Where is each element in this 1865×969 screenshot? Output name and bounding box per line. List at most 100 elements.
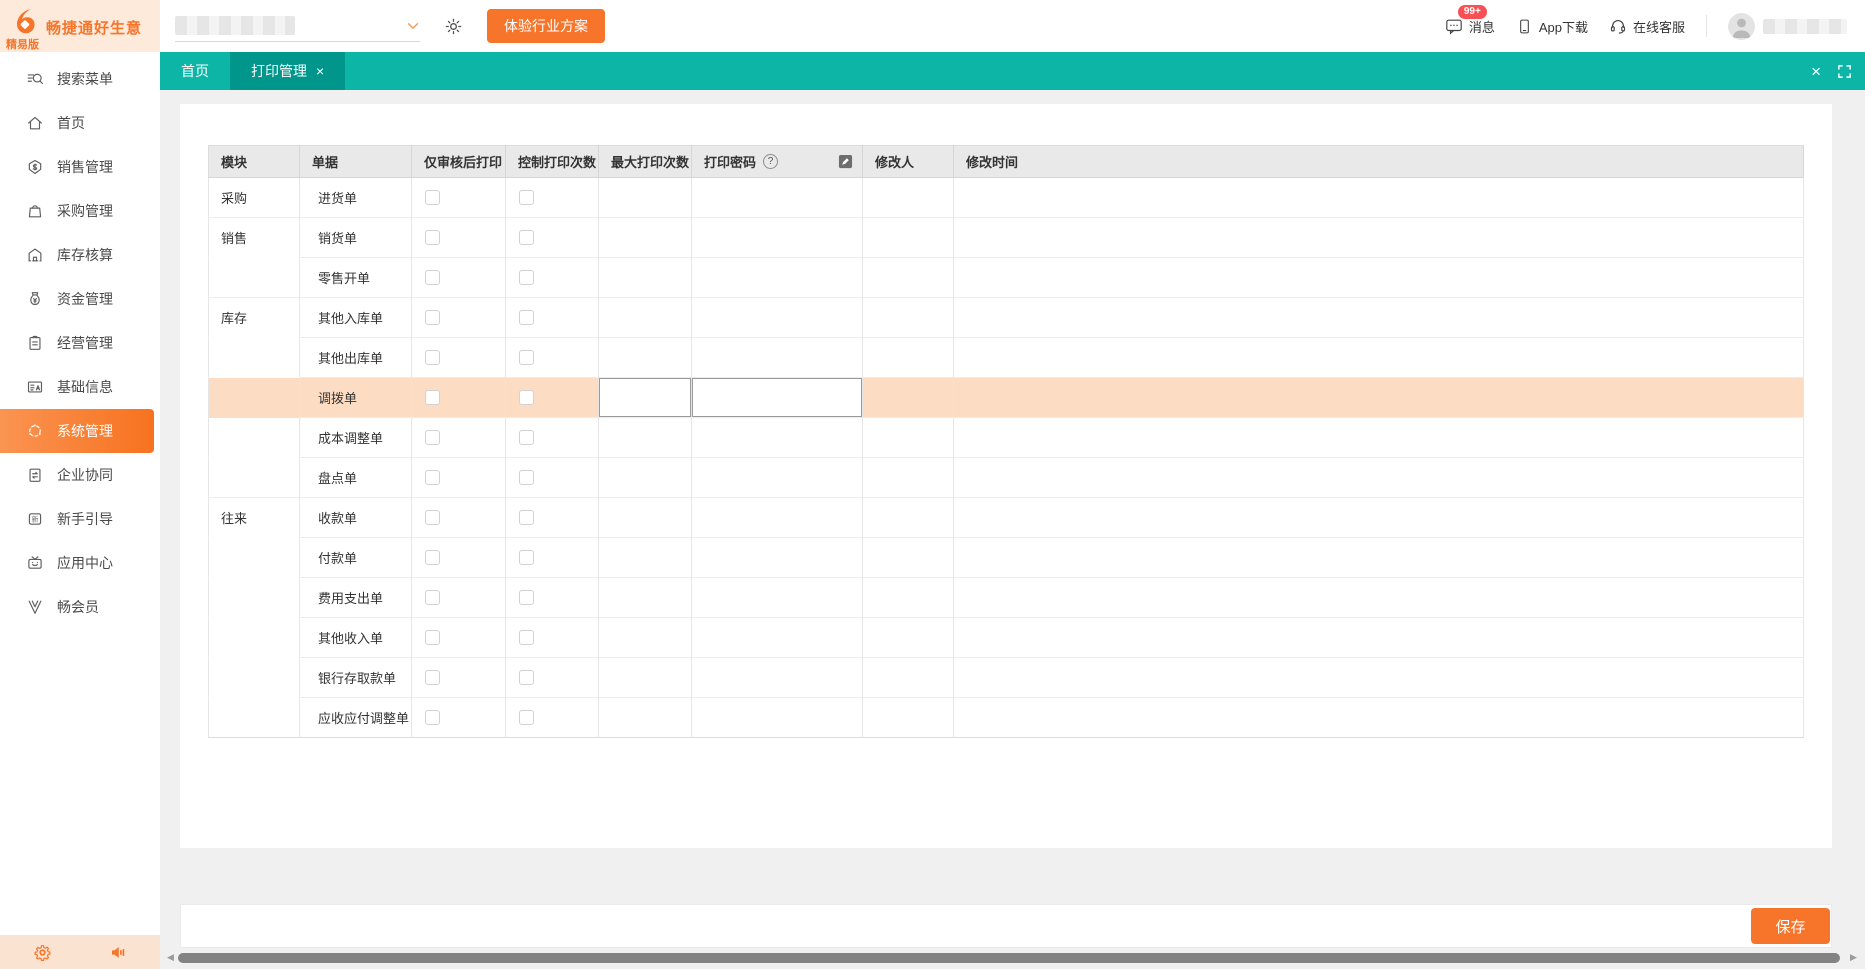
checkbox[interactable] xyxy=(519,590,534,605)
modified-time-cell xyxy=(954,658,1804,698)
checkbox[interactable] xyxy=(425,590,440,605)
audio-speaker-icon[interactable] xyxy=(109,944,126,961)
max-print-count-cell xyxy=(599,178,692,218)
tab-打印管理[interactable]: 打印管理 × xyxy=(230,52,346,90)
app-download-label: App下载 xyxy=(1538,19,1588,35)
save-button[interactable]: 保存 xyxy=(1751,908,1830,944)
edit-icon[interactable] xyxy=(838,154,853,169)
control-print-count-cell xyxy=(506,498,599,538)
sidebar-item-system[interactable]: 系统管理 xyxy=(0,409,154,453)
sidebar-item-label: 应用中心 xyxy=(57,555,113,571)
sidebar-item-funds[interactable]: 资金管理 xyxy=(0,277,160,321)
control-print-count-cell xyxy=(506,178,599,218)
tabbar-actions: × xyxy=(1811,52,1865,90)
table-row-费用支出单[interactable]: 费用支出单 xyxy=(208,578,1804,618)
scroll-right-arrow-icon[interactable]: ▶ xyxy=(1850,952,1857,962)
close-all-tabs-icon[interactable]: × xyxy=(1811,61,1821,81)
checkbox[interactable] xyxy=(425,430,440,445)
tab-首页[interactable]: 首页 xyxy=(160,52,230,90)
checkbox[interactable] xyxy=(519,190,534,205)
table-row-零售开单[interactable]: 零售开单 xyxy=(208,258,1804,298)
print-after-audit-cell xyxy=(412,578,506,618)
table-row-收款单[interactable]: 往来 收款单 xyxy=(208,498,1804,538)
checkbox[interactable] xyxy=(425,230,440,245)
sidebar-item-label: 库存核算 xyxy=(57,247,113,263)
company-select-dropdown[interactable] xyxy=(175,10,420,42)
table-row-其他出库单[interactable]: 其他出库单 xyxy=(208,338,1804,378)
sidebar-item-member[interactable]: 畅会员 xyxy=(0,585,160,629)
checkbox[interactable] xyxy=(425,470,440,485)
table-row-银行存取款单[interactable]: 银行存取款单 xyxy=(208,658,1804,698)
checkbox[interactable] xyxy=(425,350,440,365)
checkbox[interactable] xyxy=(519,670,534,685)
checkbox[interactable] xyxy=(519,230,534,245)
print-after-audit-cell xyxy=(412,218,506,258)
sidebar-item-guide[interactable]: 新 新手引导 xyxy=(0,497,160,541)
checkbox[interactable] xyxy=(425,550,440,565)
table-row-付款单[interactable]: 付款单 xyxy=(208,538,1804,578)
trial-industry-plan-button[interactable]: 体验行业方案 xyxy=(487,9,605,43)
sidebar-item-home[interactable]: 首页 xyxy=(0,101,160,145)
checkbox[interactable] xyxy=(425,310,440,325)
checkbox[interactable] xyxy=(519,630,534,645)
modified-by-cell xyxy=(863,498,954,538)
sidebar-item-inventory[interactable]: 库存核算 xyxy=(0,233,160,277)
table-row-其他收入单[interactable]: 其他收入单 xyxy=(208,618,1804,658)
app-download-button[interactable]: App下载 xyxy=(1516,17,1588,36)
scrollbar-thumb[interactable] xyxy=(178,953,1840,963)
checkbox[interactable] xyxy=(519,710,534,725)
checkbox[interactable] xyxy=(519,510,534,525)
modified-time-cell xyxy=(954,338,1804,378)
print-after-audit-cell xyxy=(412,258,506,298)
settings-gear-icon[interactable] xyxy=(444,17,463,36)
checkbox[interactable] xyxy=(519,470,534,485)
sidebar-item-sales[interactable]: 销售管理 xyxy=(0,145,160,189)
help-question-icon[interactable]: ? xyxy=(763,154,779,169)
checkbox[interactable] xyxy=(519,390,534,405)
print-password-input[interactable] xyxy=(692,378,863,418)
max-print-count-cell xyxy=(599,498,692,538)
checkbox[interactable] xyxy=(519,430,534,445)
checkbox[interactable] xyxy=(425,670,440,685)
control-print-count-cell xyxy=(506,338,599,378)
sidebar-item-app-center[interactable]: 应用中心 xyxy=(0,541,160,585)
max-print-count-cell xyxy=(599,418,692,458)
online-service-button[interactable]: 在线客服 xyxy=(1609,17,1685,36)
table-row-成本调整单[interactable]: 成本调整单 xyxy=(208,418,1804,458)
settings-gear-icon[interactable] xyxy=(34,944,51,961)
table-row-进货单[interactable]: 采购 进货单 xyxy=(208,178,1804,218)
checkbox[interactable] xyxy=(425,710,440,725)
document-type-cell: 零售开单 xyxy=(300,258,412,298)
tab-close-icon[interactable]: × xyxy=(316,63,325,79)
checkbox[interactable] xyxy=(425,510,440,525)
user-account-button[interactable] xyxy=(1728,12,1847,40)
sidebar-item-base-info[interactable]: 基础信息 xyxy=(0,365,160,409)
checkbox[interactable] xyxy=(519,350,534,365)
sidebar-item-business[interactable]: 经营管理 xyxy=(0,321,160,365)
max-print-count-input[interactable] xyxy=(599,378,692,418)
checkbox[interactable] xyxy=(425,190,440,205)
modified-by-cell xyxy=(863,538,954,578)
brand-logo-block: 畅捷通好生意 精易版 xyxy=(0,0,160,52)
table-row-调拨单[interactable]: 调拨单 xyxy=(208,378,1804,418)
checkbox[interactable] xyxy=(519,310,534,325)
sidebar-item-purchase[interactable]: 采购管理 xyxy=(0,189,160,233)
messages-button[interactable]: 消息 99+ xyxy=(1445,4,1495,36)
table-row-销货单[interactable]: 销售 销货单 xyxy=(208,218,1804,258)
checkbox[interactable] xyxy=(425,390,440,405)
print-password-cell xyxy=(692,218,863,258)
table-row-其他入库单[interactable]: 库存 其他入库单 xyxy=(208,298,1804,338)
checkbox[interactable] xyxy=(519,550,534,565)
checkbox[interactable] xyxy=(425,630,440,645)
sidebar-item-search[interactable]: 搜索菜单 xyxy=(0,57,160,101)
table-row-应收应付调整单[interactable]: 应收应付调整单 xyxy=(208,698,1804,738)
table-row-盘点单[interactable]: 盘点单 xyxy=(208,458,1804,498)
horizontal-scrollbar: ◀ ▶ xyxy=(160,951,1865,965)
fullscreen-icon[interactable] xyxy=(1837,64,1852,79)
scroll-left-arrow-icon[interactable]: ◀ xyxy=(167,952,174,962)
sidebar-item-label: 资金管理 xyxy=(57,291,113,307)
sidebar-item-collaboration[interactable]: 企业协同 xyxy=(0,453,160,497)
checkbox[interactable] xyxy=(425,270,440,285)
funds-icon xyxy=(26,290,44,308)
checkbox[interactable] xyxy=(519,270,534,285)
